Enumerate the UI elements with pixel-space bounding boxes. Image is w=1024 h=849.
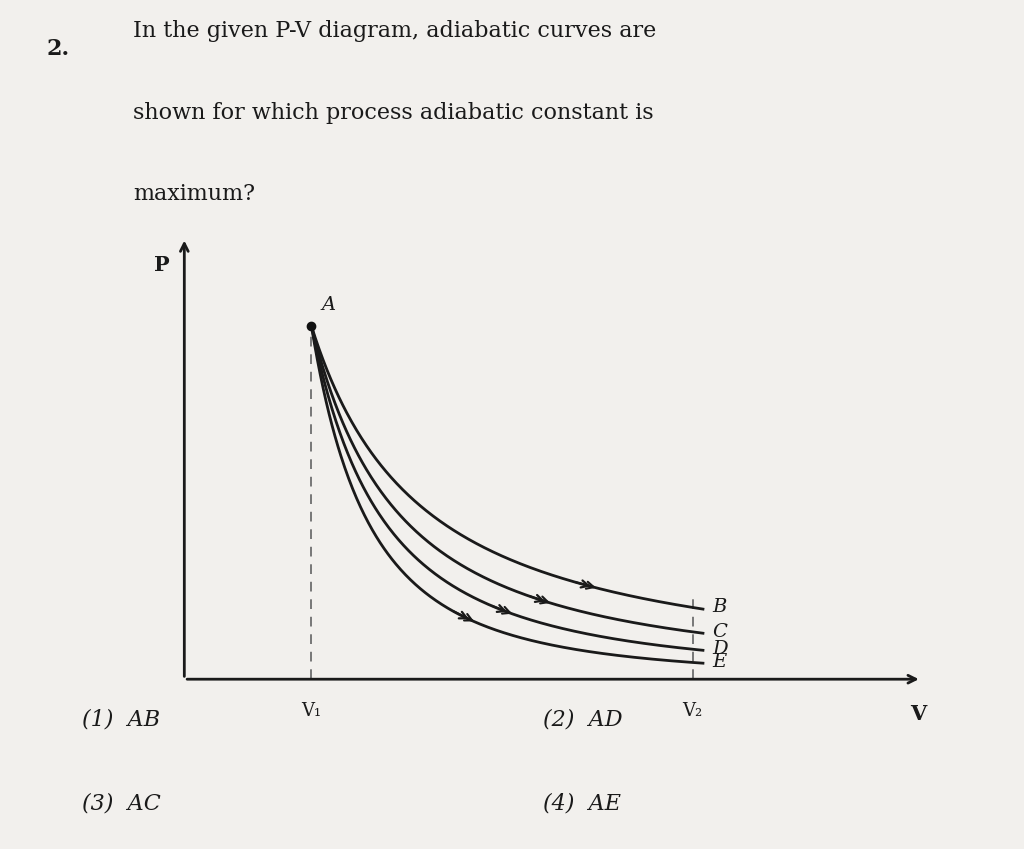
Text: (1)  AB: (1) AB <box>82 708 160 730</box>
Text: B: B <box>712 599 726 616</box>
Text: V₁: V₁ <box>301 702 322 720</box>
Text: (3)  AC: (3) AC <box>82 792 161 814</box>
Text: V: V <box>909 704 926 724</box>
Text: D: D <box>712 640 727 658</box>
Text: P: P <box>154 256 169 275</box>
Text: A: A <box>322 295 336 313</box>
Text: C: C <box>712 623 727 641</box>
Text: V₂: V₂ <box>683 702 702 720</box>
Text: maximum?: maximum? <box>133 183 255 205</box>
Text: In the given P-V diagram, adiabatic curves are: In the given P-V diagram, adiabatic curv… <box>133 20 656 42</box>
Text: shown for which process adiabatic constant is: shown for which process adiabatic consta… <box>133 102 653 124</box>
Text: (4)  AE: (4) AE <box>543 792 621 814</box>
Text: (2)  AD: (2) AD <box>543 708 623 730</box>
Text: E: E <box>712 654 726 672</box>
Text: 2.: 2. <box>46 38 70 60</box>
